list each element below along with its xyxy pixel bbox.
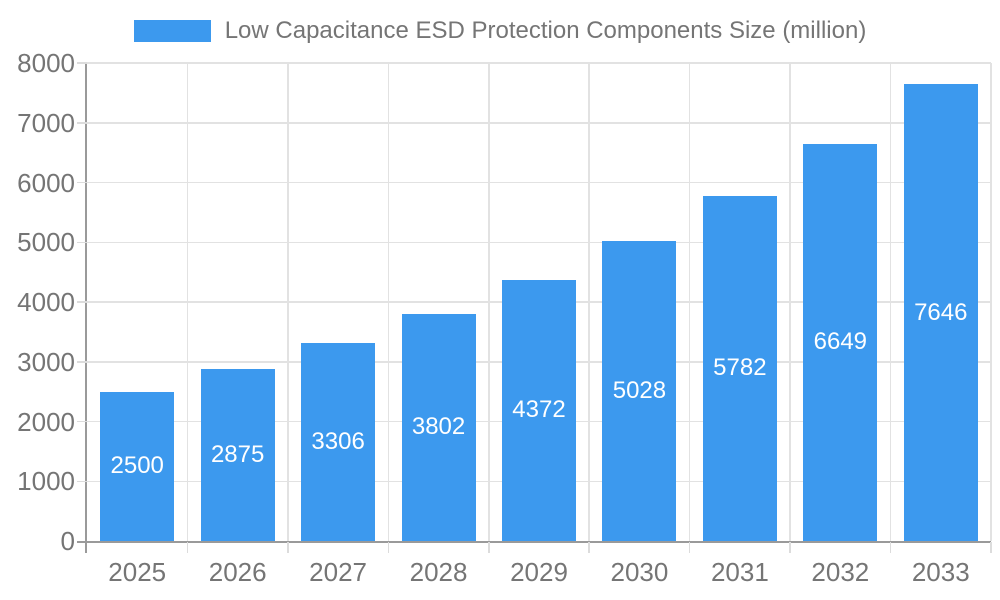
- x-axis-line: [77, 541, 991, 543]
- h-gridline: [87, 241, 991, 243]
- y-tick-label: 5000: [17, 227, 75, 258]
- v-gridline: [387, 63, 390, 541]
- bar-2031[interactable]: 5782: [702, 195, 777, 541]
- v-gridline: [889, 63, 892, 541]
- v-gridline: [789, 63, 791, 541]
- x-tick-label-2033: 2033: [911, 557, 970, 587]
- x-tick-label-2028: 2028: [409, 557, 468, 587]
- bar-value-label: 6649: [813, 328, 868, 356]
- y-tick: [77, 241, 87, 243]
- v-gridline: [990, 63, 992, 541]
- h-gridline: [87, 122, 991, 124]
- bar-value-label: 3802: [411, 413, 466, 441]
- bar-2028[interactable]: 3802: [401, 313, 476, 541]
- y-tick-label: 6000: [17, 167, 75, 198]
- x-tick: [789, 542, 791, 553]
- y-tick: [77, 181, 87, 184]
- x-tick-label-2025: 2025: [108, 557, 167, 587]
- y-tick: [77, 62, 87, 64]
- y-tick: [77, 420, 87, 423]
- y-axis-labels: 0 1000 2000 3000 4000 5000 6000 7000 8000: [0, 48, 75, 556]
- y-tick-label: 0: [60, 526, 75, 556]
- bar-2029[interactable]: 4372: [502, 279, 576, 541]
- y-tick-label: 7000: [17, 107, 75, 138]
- plot-area: 2500 2875 3306 3802 4372 5028 5782 6649 7646: [77, 62, 992, 553]
- legend-label: Low Capacitance ESD Protection Component…: [224, 17, 867, 44]
- h-gridline: [87, 62, 991, 64]
- y-axis-line: [85, 63, 87, 553]
- bar-2027[interactable]: 3306: [301, 343, 376, 541]
- v-gridline: [588, 63, 590, 541]
- x-tick: [186, 542, 189, 553]
- y-tick-label: 1000: [17, 466, 75, 497]
- x-axis-labels: 2025 2026 2027 2028 2029 2030 2031 2032 2033: [87, 556, 991, 588]
- legend-swatch: [133, 20, 211, 42]
- bar-value-label: 5782: [713, 354, 767, 382]
- bar-2033[interactable]: 7646: [903, 84, 978, 541]
- x-tick-label-2031: 2031: [710, 557, 769, 587]
- v-gridline: [186, 63, 189, 541]
- y-tick-label: 2000: [17, 406, 75, 437]
- bar-2026[interactable]: 2875: [200, 369, 275, 541]
- v-gridline: [488, 63, 490, 541]
- legend[interactable]: Low Capacitance ESD Protection Component…: [0, 17, 1000, 44]
- y-tick: [77, 361, 87, 363]
- bar-value-label: 2875: [210, 441, 265, 469]
- x-tick: [387, 542, 390, 553]
- x-tick: [488, 542, 490, 553]
- bar-value-label: 2500: [110, 452, 164, 480]
- bar-2032[interactable]: 6649: [803, 143, 878, 541]
- bar-value-label: 3306: [311, 428, 365, 456]
- v-gridline: [287, 63, 289, 541]
- x-tick: [889, 542, 892, 553]
- x-tick-label-2027: 2027: [309, 557, 368, 587]
- x-tick-label-2030: 2030: [610, 557, 669, 587]
- x-tick-label-2026: 2026: [208, 557, 267, 587]
- v-gridline: [688, 63, 691, 541]
- bar-value-label: 7646: [914, 298, 968, 326]
- x-tick: [990, 542, 992, 553]
- bar-value-label: 4372: [512, 396, 566, 424]
- x-tick-label-2032: 2032: [811, 557, 870, 587]
- bar-2030[interactable]: 5028: [602, 240, 677, 541]
- x-tick-label-2029: 2029: [510, 557, 568, 587]
- y-tick: [77, 122, 87, 124]
- x-tick: [588, 542, 590, 553]
- y-tick-label: 3000: [17, 346, 75, 377]
- x-tick: [688, 542, 691, 553]
- bar-2025[interactable]: 2500: [100, 391, 175, 541]
- y-tick-label: 8000: [17, 48, 75, 78]
- x-tick: [287, 542, 289, 553]
- y-tick-label: 4000: [17, 287, 75, 317]
- y-tick: [77, 480, 87, 482]
- h-gridline: [87, 181, 991, 184]
- bar-value-label: 5028: [612, 376, 667, 404]
- y-tick: [77, 301, 87, 303]
